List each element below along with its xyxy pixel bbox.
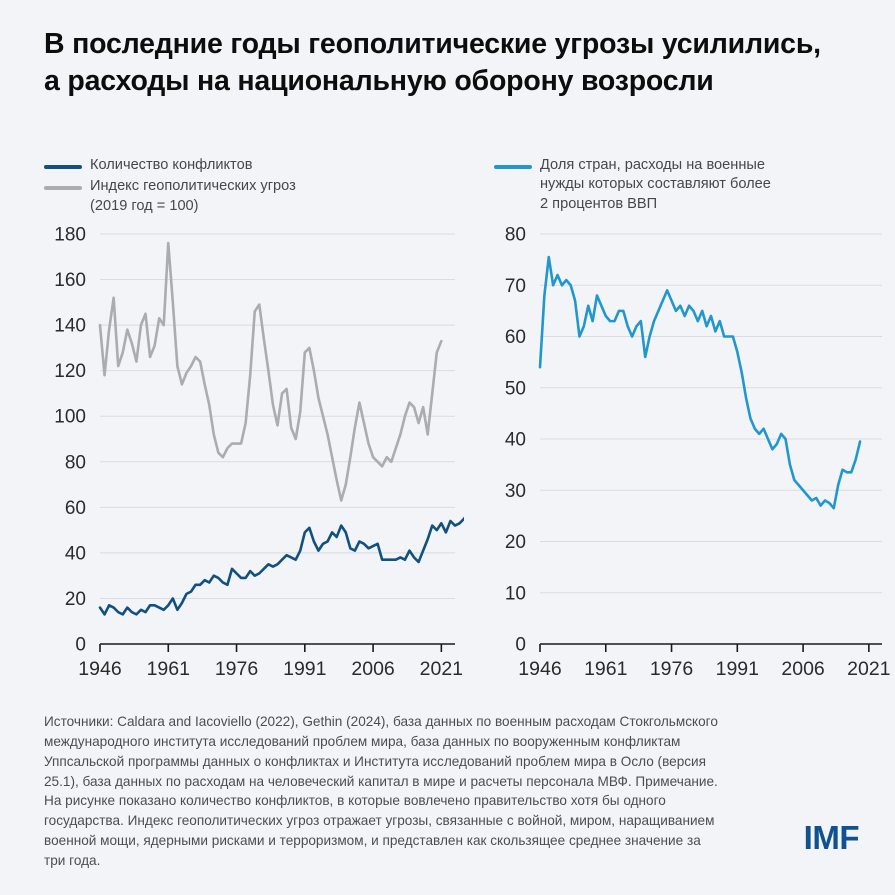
chart-right-svg: 0 10 20 30 40 50 60 70 80 1946 1961 1976 1991 2006 202… bbox=[505, 225, 891, 681]
imf-logo: IMF bbox=[803, 819, 860, 856]
series-line bbox=[538, 255, 862, 510]
source-note: Источники: Caldara and Iacoviello (2022)… bbox=[44, 714, 718, 868]
y-axis-tick-label: 70 bbox=[505, 276, 526, 297]
y-axis-tick-label: 160 bbox=[54, 270, 86, 291]
y-axis-tick-label: 0 bbox=[515, 635, 526, 656]
y-axis-tick-label: 120 bbox=[54, 361, 86, 382]
legend-label-gpr-index: Индекс геополитических угроз (2019 год =… bbox=[90, 178, 296, 214]
series-line bbox=[98, 516, 464, 616]
x-axis-tick-label: 1991 bbox=[716, 658, 759, 680]
legend-left-chart: Количество конфликтов Индекс геополитиче… bbox=[44, 156, 464, 218]
series-line bbox=[98, 241, 443, 502]
chart-right-panel: 0 10 20 30 40 50 60 70 80 1946 1961 1976 1991 2006 202… bbox=[484, 222, 894, 702]
y-axis-tick-label: 180 bbox=[54, 225, 86, 246]
y-axis-tick-label: 80 bbox=[505, 225, 526, 246]
legend-item-share-countries: Доля стран, расходы на военные нужды кот… bbox=[494, 156, 894, 214]
legend-item-conflicts: Количество конфликтов bbox=[44, 156, 464, 175]
page-title: В последние годы геополитические угрозы … bbox=[44, 28, 821, 98]
y-axis-tick-label: 50 bbox=[505, 378, 526, 399]
x-axis-tick-label: 2021 bbox=[847, 658, 890, 680]
y-axis-tick-label: 40 bbox=[65, 543, 86, 564]
y-axis-tick-label: 40 bbox=[505, 430, 526, 451]
legend-right-chart: Доля стран, расходы на военные нужды кот… bbox=[494, 156, 894, 216]
y-axis-tick-label: 20 bbox=[505, 532, 526, 553]
y-axis-tick-label: 10 bbox=[505, 583, 526, 604]
y-axis-tick-label: 20 bbox=[65, 589, 86, 610]
x-axis-tick-label: 1946 bbox=[518, 658, 561, 680]
x-axis-tick-label: 1991 bbox=[283, 658, 326, 680]
x-axis-tick-label: 1976 bbox=[215, 658, 258, 680]
x-axis-tick-label: 2021 bbox=[420, 658, 463, 680]
y-axis-tick-label: 60 bbox=[505, 327, 526, 348]
y-axis-tick-label: 140 bbox=[54, 316, 86, 337]
x-axis-tick-label: 2006 bbox=[781, 658, 824, 680]
chart-left-svg: 0 20 40 60 80 100 120 140 160 180 1946 1961 1976 1991… bbox=[54, 225, 464, 680]
chart-left-panel: 0 20 40 60 80 100 120 140 160 180 1946 1961 1976 1991… bbox=[34, 222, 464, 702]
legend-label-conflicts: Количество конфликтов bbox=[90, 157, 253, 173]
y-axis-tick-label: 30 bbox=[505, 481, 526, 502]
x-axis-tick-label: 2006 bbox=[351, 658, 394, 680]
x-axis-tick-label: 1961 bbox=[584, 658, 627, 680]
x-axis-tick-label: 1961 bbox=[147, 658, 190, 680]
x-axis-tick-label: 1946 bbox=[78, 658, 121, 680]
legend-swatch-conflicts bbox=[44, 165, 82, 169]
legend-label-share-countries: Доля стран, расходы на военные нужды кот… bbox=[540, 157, 771, 212]
y-axis-tick-label: 80 bbox=[65, 452, 86, 473]
y-axis-tick-label: 0 bbox=[75, 635, 86, 656]
x-axis-tick-label: 1976 bbox=[650, 658, 693, 680]
y-axis-tick-label: 60 bbox=[65, 498, 86, 519]
legend-swatch-share-countries bbox=[494, 165, 532, 169]
legend-swatch-gpr-index bbox=[44, 186, 82, 191]
y-axis-tick-label: 100 bbox=[54, 407, 86, 428]
legend-item-gpr-index: Индекс геополитических угроз (2019 год =… bbox=[44, 177, 464, 216]
